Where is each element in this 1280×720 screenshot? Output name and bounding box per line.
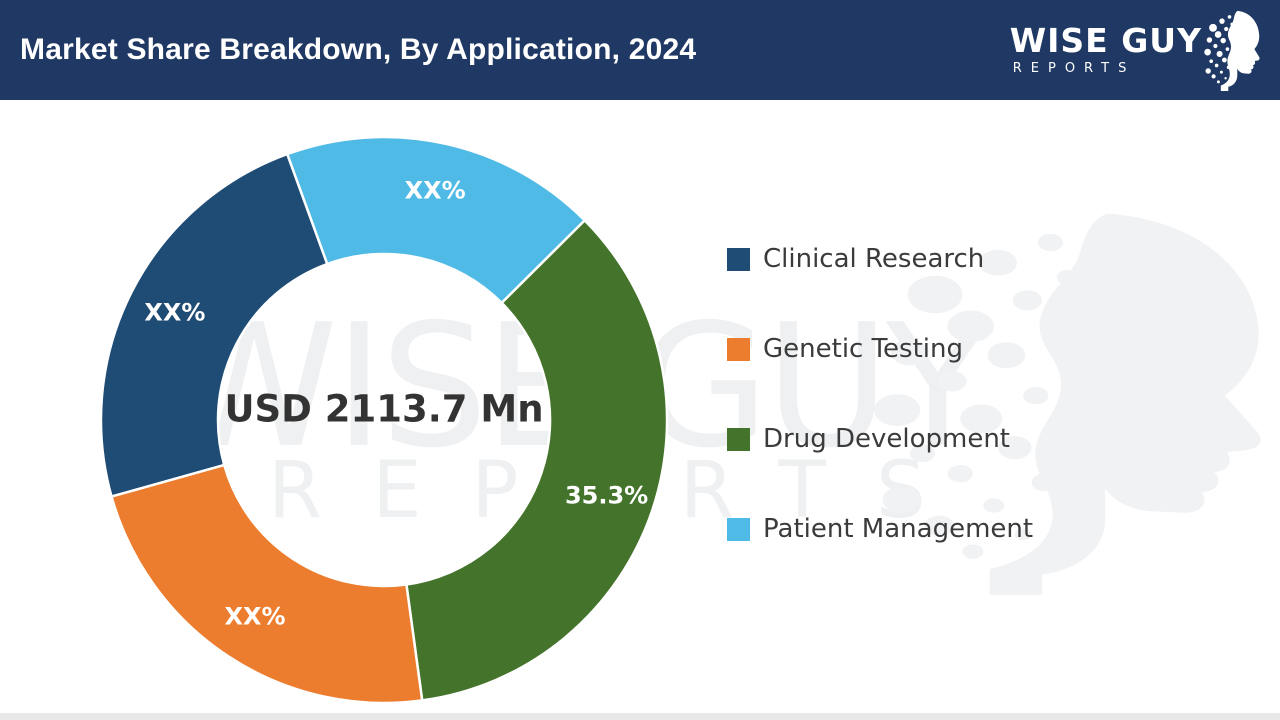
legend-label-patient-management: Patient Management <box>763 514 1034 544</box>
segment-value-label-drug-development: 35.3% <box>565 481 648 509</box>
donut-segment-genetic-testing <box>109 463 424 705</box>
chart-center-value: USD 2113.7 Mn <box>224 387 544 431</box>
brand-name-text: WISE GUY <box>1009 21 1202 61</box>
bottom-bar <box>0 713 1280 720</box>
chart-legend: Clinical Research Genetic Testing Drug Dev… <box>727 244 1034 607</box>
legend-label-drug-development: Drug Development <box>763 424 1010 454</box>
brand-subtitle-text: REPORTS <box>1012 60 1136 76</box>
legend-swatch-drug-development <box>727 427 750 451</box>
donut-segment-clinical-research <box>99 152 329 499</box>
segment-value-label-genetic-testing: XX% <box>224 603 285 631</box>
donut-segment-drug-development <box>404 218 669 702</box>
legend-label-clinical-research: Clinical Research <box>763 244 985 274</box>
header-bar: Market Share Breakdown, By Application, … <box>0 0 1280 100</box>
brand-logo: WISE GUY REPORTS <box>1010 9 1264 91</box>
legend-item-clinical-research: Clinical Research <box>727 244 1033 274</box>
brand-face-icon <box>1204 10 1260 91</box>
legend-item-patient-management: Patient Management <box>727 514 1034 544</box>
legend-swatch-clinical-research <box>727 247 750 271</box>
legend-label-genetic-testing: Genetic Testing <box>763 334 964 364</box>
donut-segment-patient-management <box>285 135 587 305</box>
legend-item-genetic-testing: Genetic Testing <box>727 334 1033 364</box>
legend-swatch-patient-management <box>727 517 750 541</box>
page-title: Market Share Breakdown, By Application, … <box>20 33 697 66</box>
legend-swatch-genetic-testing <box>727 337 750 361</box>
legend-item-drug-development: Drug Development <box>727 424 1033 454</box>
brand-wordmark: WISE GUY REPORTS <box>1010 24 1202 76</box>
donut-chart: XX% 35.3% XX% XX% <box>99 135 669 705</box>
segment-value-label-patient-management: XX% <box>405 177 466 205</box>
segment-value-label-clinical-research: XX% <box>144 299 205 327</box>
